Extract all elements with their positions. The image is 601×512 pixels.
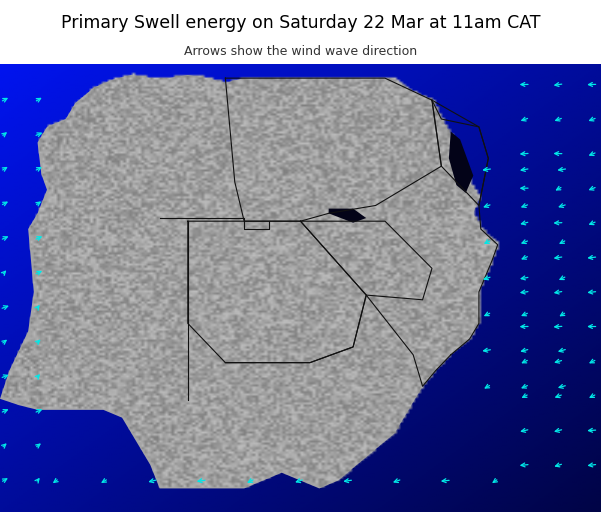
Text: Primary Swell energy on Saturday 22 Mar at 11am CAT: Primary Swell energy on Saturday 22 Mar … xyxy=(61,14,540,32)
Polygon shape xyxy=(449,132,474,193)
Text: Arrows show the wind wave direction: Arrows show the wind wave direction xyxy=(184,45,417,58)
Polygon shape xyxy=(0,75,498,488)
Polygon shape xyxy=(329,208,366,223)
